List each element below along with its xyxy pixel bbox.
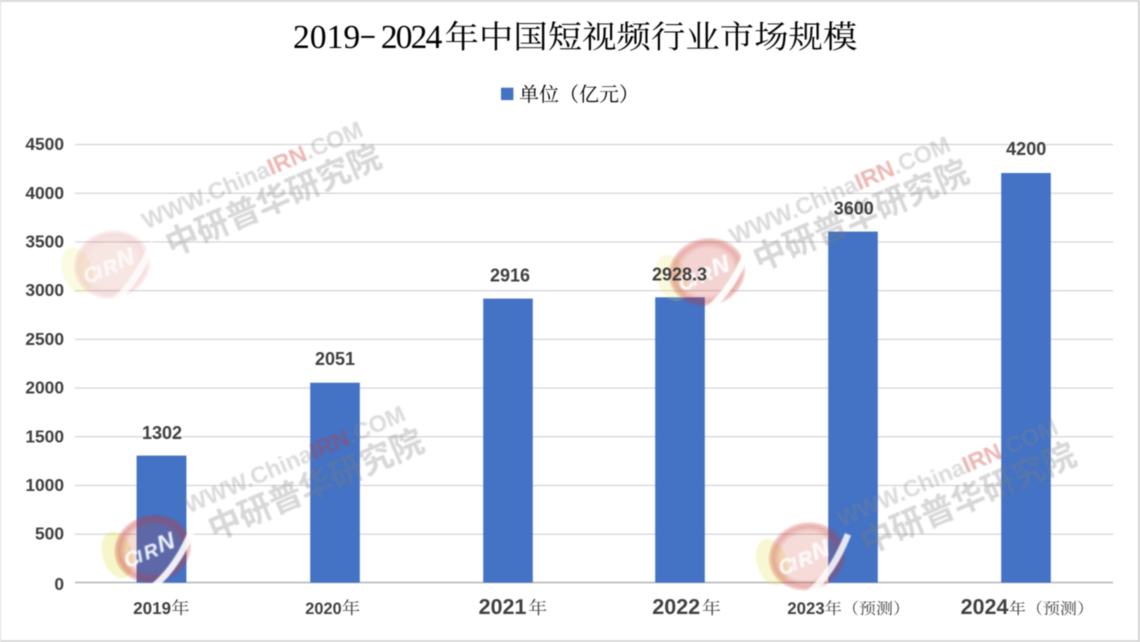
svg-text:4200: 4200	[1006, 139, 1046, 159]
svg-text:4500: 4500	[25, 134, 64, 154]
svg-text:2916: 2916	[490, 266, 530, 286]
svg-text:1500: 1500	[25, 426, 64, 446]
svg-text:2500: 2500	[25, 329, 64, 349]
svg-text:2051: 2051	[315, 349, 355, 369]
svg-text:2928.3: 2928.3	[652, 264, 707, 284]
svg-text:3500: 3500	[25, 232, 64, 252]
svg-text:0: 0	[54, 574, 64, 594]
svg-text:500: 500	[35, 524, 64, 544]
svg-text:1302: 1302	[142, 423, 182, 443]
svg-text:3600: 3600	[834, 198, 874, 218]
svg-text:2000: 2000	[25, 378, 64, 398]
svg-text:3000: 3000	[25, 280, 64, 300]
svg-text:1000: 1000	[25, 475, 64, 495]
svg-text:4000: 4000	[25, 183, 64, 203]
